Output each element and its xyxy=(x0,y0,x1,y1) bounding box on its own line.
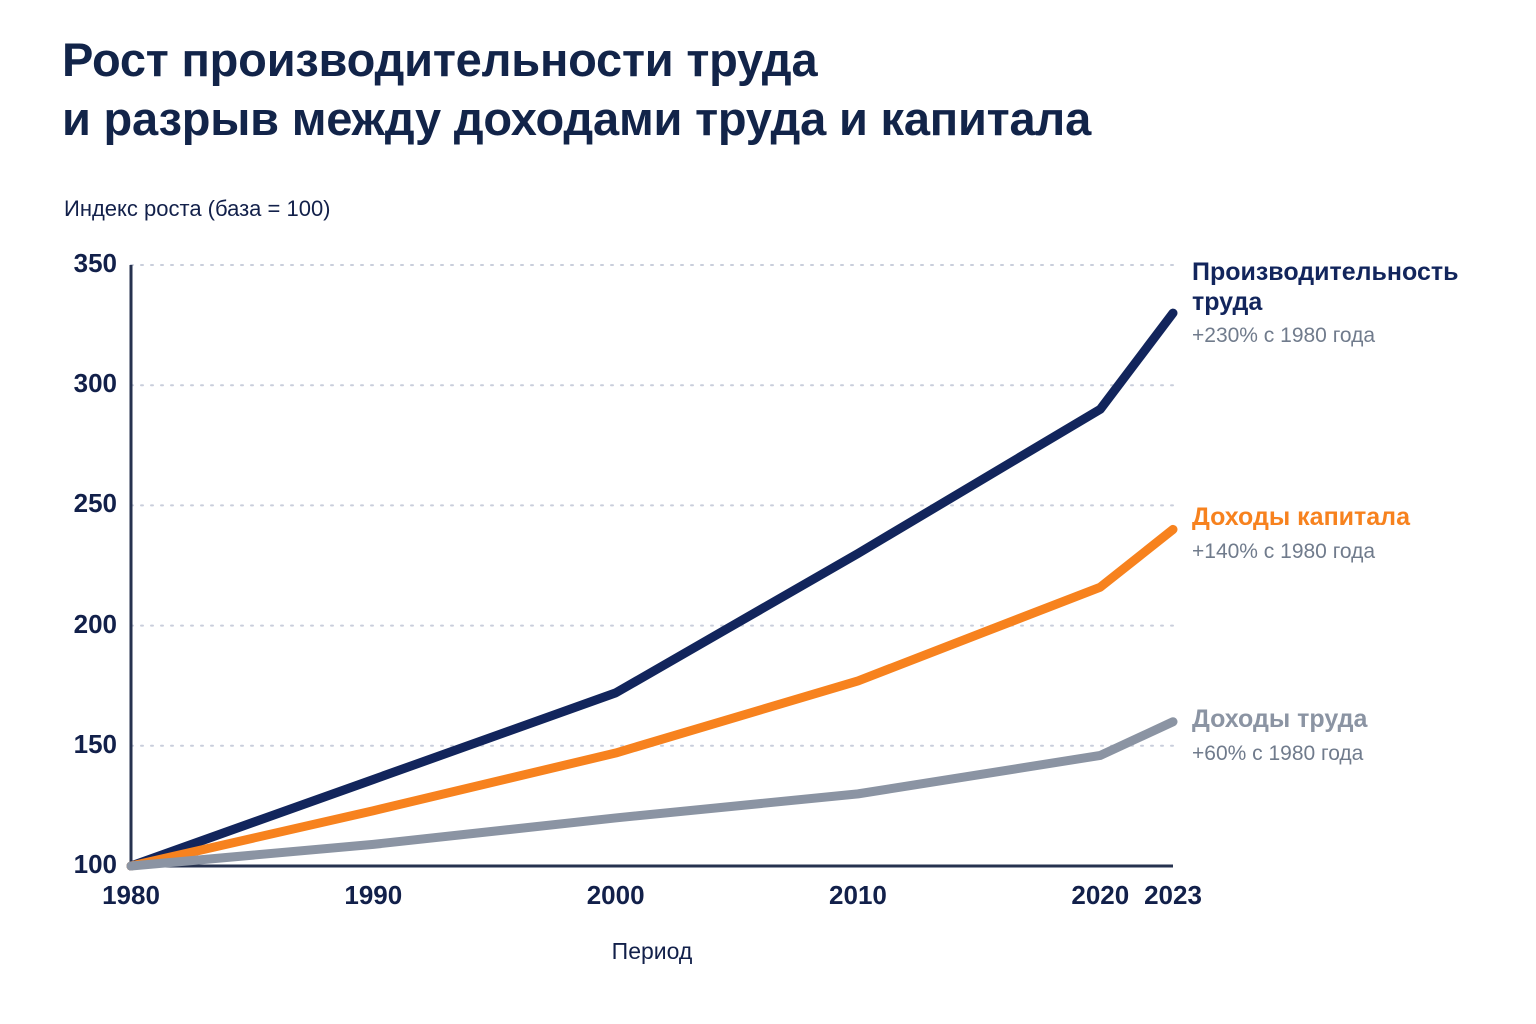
legend-item-productivity: Производительность труда +230% с 1980 го… xyxy=(1192,258,1522,348)
legend-sub-productivity: +230% с 1980 года xyxy=(1192,324,1376,347)
y-tick-label: 300 xyxy=(73,368,117,399)
series-lines xyxy=(126,308,1178,871)
series-line-productivity xyxy=(126,308,1178,871)
page-title: Рост производительности труда и разрыв м… xyxy=(62,30,1362,148)
x-axis-title: Период xyxy=(611,938,693,964)
series-line-capital xyxy=(126,524,1178,871)
x-tick-label: 2023 xyxy=(1144,880,1202,910)
x-tick-label: 2000 xyxy=(586,880,645,910)
legend-item-labor: Доходы труда +60% с 1980 года xyxy=(1192,705,1522,766)
y-tick-label: 150 xyxy=(73,728,117,759)
x-tick-label: 1990 xyxy=(344,880,403,910)
legend-sub-capital: +140% с 1980 года xyxy=(1192,539,1376,563)
y-tick-label: 100 xyxy=(73,849,117,879)
y-tick-label: 200 xyxy=(73,608,117,639)
series-line-labor xyxy=(126,717,1178,871)
legend-label-labor: Доходы труда xyxy=(1192,705,1368,733)
legend-label-capital: Доходы капитала xyxy=(1192,503,1410,531)
x-tick-label: 1980 xyxy=(102,880,160,910)
y-tick-label: 250 xyxy=(73,488,117,519)
x-tick-label: 2020 xyxy=(1071,880,1130,910)
axis-lines xyxy=(129,265,1173,868)
legend-label-productivity: Производительность труда xyxy=(1192,258,1459,316)
title-line-2: и разрыв между доходами труда и капитала xyxy=(62,92,1092,146)
legend-sub-labor: +60% с 1980 года xyxy=(1192,741,1364,765)
y-tick-label: 350 xyxy=(73,248,117,278)
title-line-1: Рост производительности труда xyxy=(62,33,818,86)
y-axis-title: Индекс роста (база = 100) xyxy=(64,196,331,221)
x-tick-label: 2010 xyxy=(829,880,887,910)
legend-item-capital: Доходы капитала +140% с 1980 года xyxy=(1192,503,1522,564)
